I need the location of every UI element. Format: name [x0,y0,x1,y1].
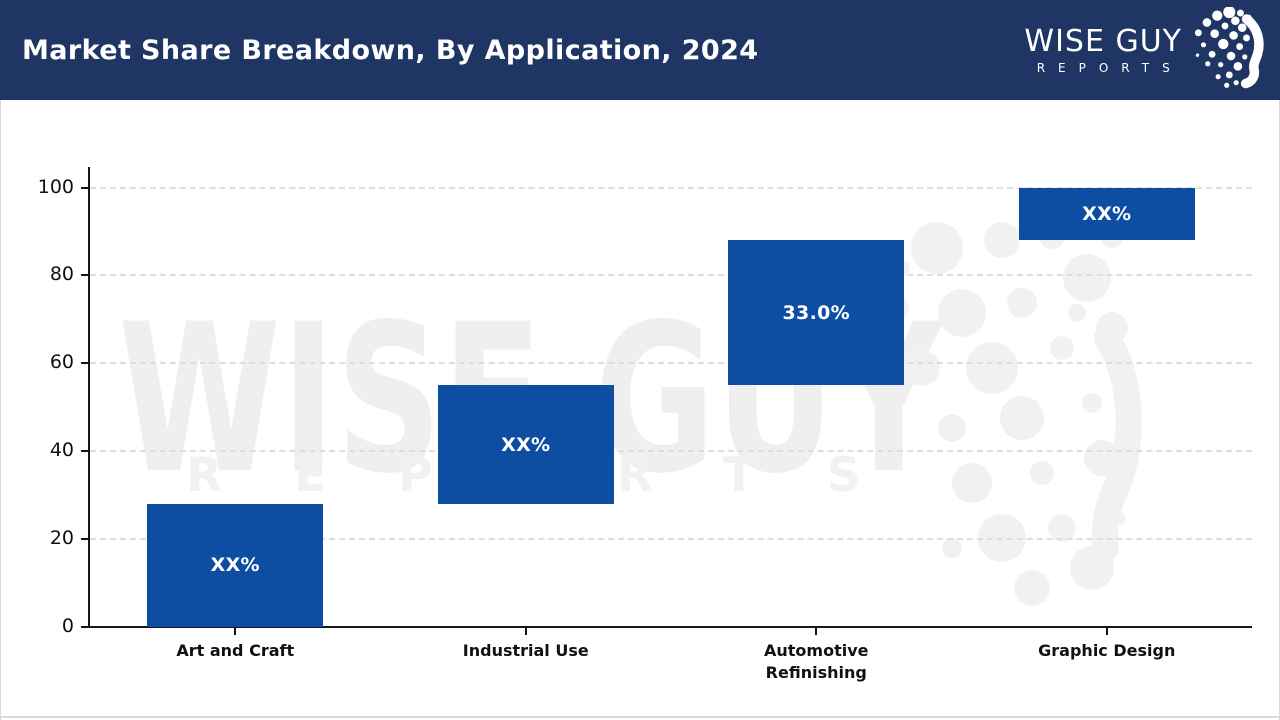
y-tick-label-60: 60 [49,351,74,374]
y-tick-100 [81,186,90,189]
header-bar: Market Share Breakdown, By Application, … [0,0,1280,100]
x-tick-label-industrial-use: Industrial Use [462,641,589,660]
y-tick-40 [81,450,90,453]
bottom-divider [0,716,1280,718]
bar-value-label-graphic-design: XX% [1082,202,1132,225]
gridline-60 [90,362,1252,365]
y-tick-0 [81,626,90,628]
gridline-40 [90,450,1252,453]
gridline-20 [90,538,1252,541]
x-tick-art-and-craft [234,627,237,635]
logo-wordmark-line1: WISE GUY [1024,23,1182,59]
y-tick-label-80: 80 [49,263,74,286]
x-tick-graphic-design [1105,627,1108,635]
bar-value-label-industrial-use: XX% [501,433,551,456]
bar-value-label-art-and-craft: XX% [210,554,260,577]
x-tick-label-automotive-refinishing: Automotive Refinishing [764,641,869,682]
y-tick-label-100: 100 [37,175,74,198]
wise-guy-logo: WISE GUY REPORTS [1024,0,1264,100]
y-tick-label-20: 20 [49,527,74,550]
bar-art-and-craft: XX% [147,503,324,627]
y-tick-60 [81,362,90,365]
bar-industrial-use: XX% [437,385,614,504]
page-title: Market Share Breakdown, By Application, … [22,34,759,66]
logo-wordmark: WISE GUY REPORTS [1024,23,1182,74]
y-tick-80 [81,274,90,277]
bar-graphic-design: XX% [1018,187,1195,241]
x-tick-label-graphic-design: Graphic Design [1038,641,1176,660]
y-tick-label-0: 0 [61,615,74,637]
x-tick-industrial-use [524,627,527,635]
wise-guy-head-icon [1194,7,1264,89]
bar-automotive-refinishing: 33.0% [728,240,905,386]
x-axis-line [88,626,1252,628]
logo-wordmark-line2: REPORTS [1036,60,1183,75]
y-tick-label-40: 40 [49,439,74,462]
gridline-80 [90,274,1252,277]
y-axis-line [88,167,90,627]
y-tick-20 [81,538,90,541]
bar-value-label-automotive-refinishing: 33.0% [782,301,850,324]
x-tick-automotive-refinishing [815,627,818,635]
x-tick-label-art-and-craft: Art and Craft [176,641,295,660]
gridline-100 [90,186,1252,189]
